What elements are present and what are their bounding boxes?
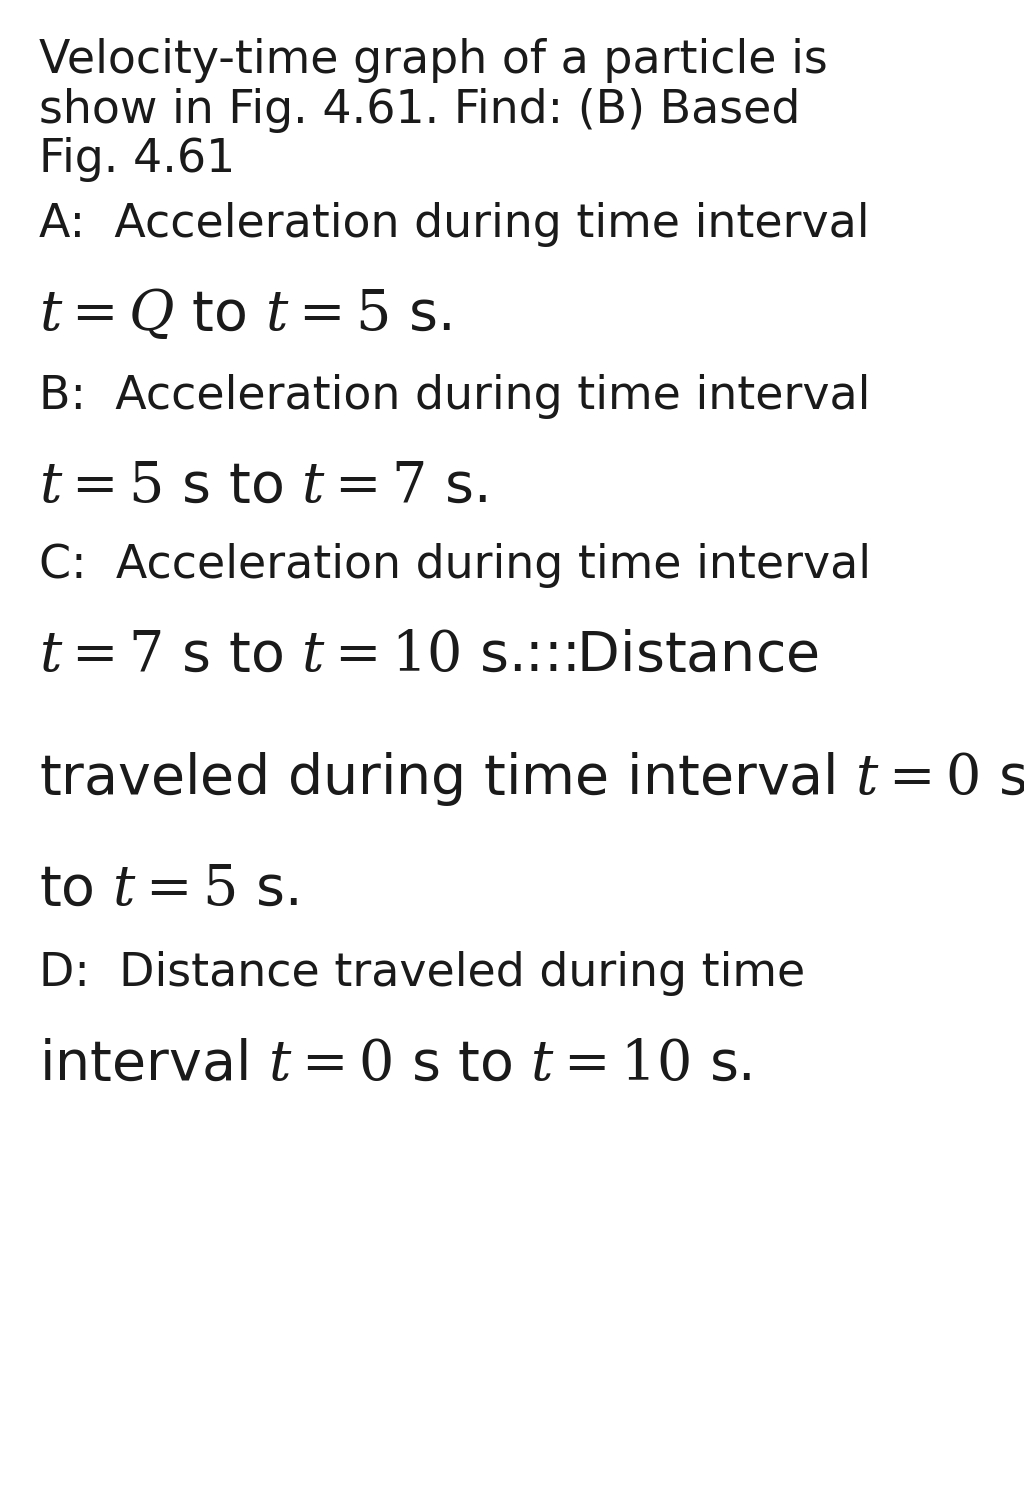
Text: traveled during time interval $t = 0$ s: traveled during time interval $t = 0$ s [39, 750, 1024, 807]
Text: $t = 7$ s to $t = 10$ s.:::Distance: $t = 7$ s to $t = 10$ s.:::Distance [39, 629, 818, 684]
Text: B:  Acceleration during time interval: B: Acceleration during time interval [39, 374, 870, 420]
Text: Fig. 4.61: Fig. 4.61 [39, 137, 236, 183]
Text: $t = Q$ to $t = 5$ s.: $t = Q$ to $t = 5$ s. [39, 287, 451, 341]
Text: C:  Acceleration during time interval: C: Acceleration during time interval [39, 543, 870, 589]
Text: $t = 5$ s to $t = 7$ s.: $t = 5$ s to $t = 7$ s. [39, 460, 487, 515]
Text: show in Fig. 4.61. Find: (B) Based: show in Fig. 4.61. Find: (B) Based [39, 88, 801, 133]
Text: interval $t = 0$ s to $t = 10$ s.: interval $t = 0$ s to $t = 10$ s. [39, 1038, 752, 1093]
Text: Velocity-time graph of a particle is: Velocity-time graph of a particle is [39, 38, 827, 83]
Text: A:  Acceleration during time interval: A: Acceleration during time interval [39, 202, 869, 247]
Text: to $t = 5$ s.: to $t = 5$ s. [39, 863, 298, 917]
Text: D:  Distance traveled during time: D: Distance traveled during time [39, 951, 805, 996]
